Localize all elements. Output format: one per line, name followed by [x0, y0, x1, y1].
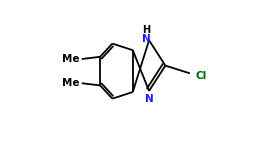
Text: Me: Me	[62, 54, 80, 64]
Text: Cl: Cl	[196, 70, 207, 81]
Text: N: N	[141, 34, 150, 44]
Text: H: H	[142, 25, 150, 35]
Text: N: N	[145, 94, 153, 104]
Text: Me: Me	[62, 78, 80, 88]
